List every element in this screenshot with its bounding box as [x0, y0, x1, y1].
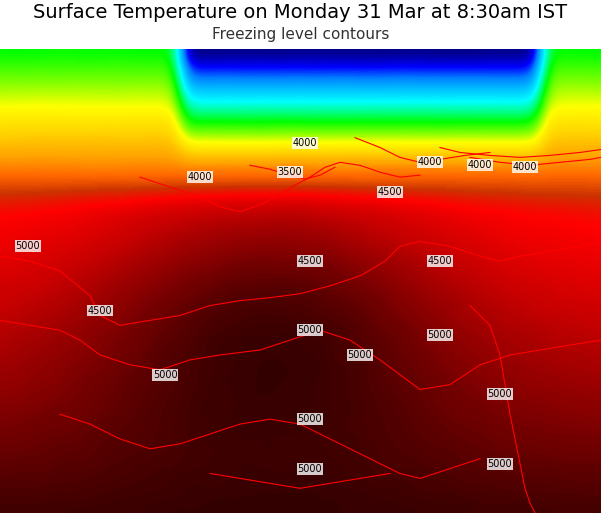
- Text: 4500: 4500: [428, 256, 453, 266]
- Text: 4000: 4000: [293, 137, 317, 148]
- Text: 5000: 5000: [16, 241, 40, 251]
- Text: 4000: 4000: [468, 160, 492, 170]
- Text: Surface Temperature on Monday 31 Mar at 8:30am IST: Surface Temperature on Monday 31 Mar at …: [34, 4, 567, 23]
- Text: 5000: 5000: [153, 370, 177, 380]
- Text: 4000: 4000: [418, 157, 442, 167]
- Text: 4500: 4500: [88, 306, 112, 315]
- Text: 5000: 5000: [487, 459, 512, 468]
- Text: 4500: 4500: [377, 187, 402, 197]
- Text: 4000: 4000: [513, 162, 537, 172]
- Text: 4500: 4500: [297, 256, 322, 266]
- Text: 3500: 3500: [278, 167, 302, 177]
- Text: 5000: 5000: [297, 414, 322, 424]
- Text: 5000: 5000: [297, 325, 322, 336]
- Text: 5000: 5000: [348, 350, 372, 360]
- Text: 5000: 5000: [297, 464, 322, 473]
- Text: 5000: 5000: [428, 330, 453, 340]
- Text: Freezing level contours: Freezing level contours: [212, 27, 389, 42]
- Text: 4000: 4000: [188, 172, 212, 182]
- Text: 5000: 5000: [487, 389, 512, 400]
